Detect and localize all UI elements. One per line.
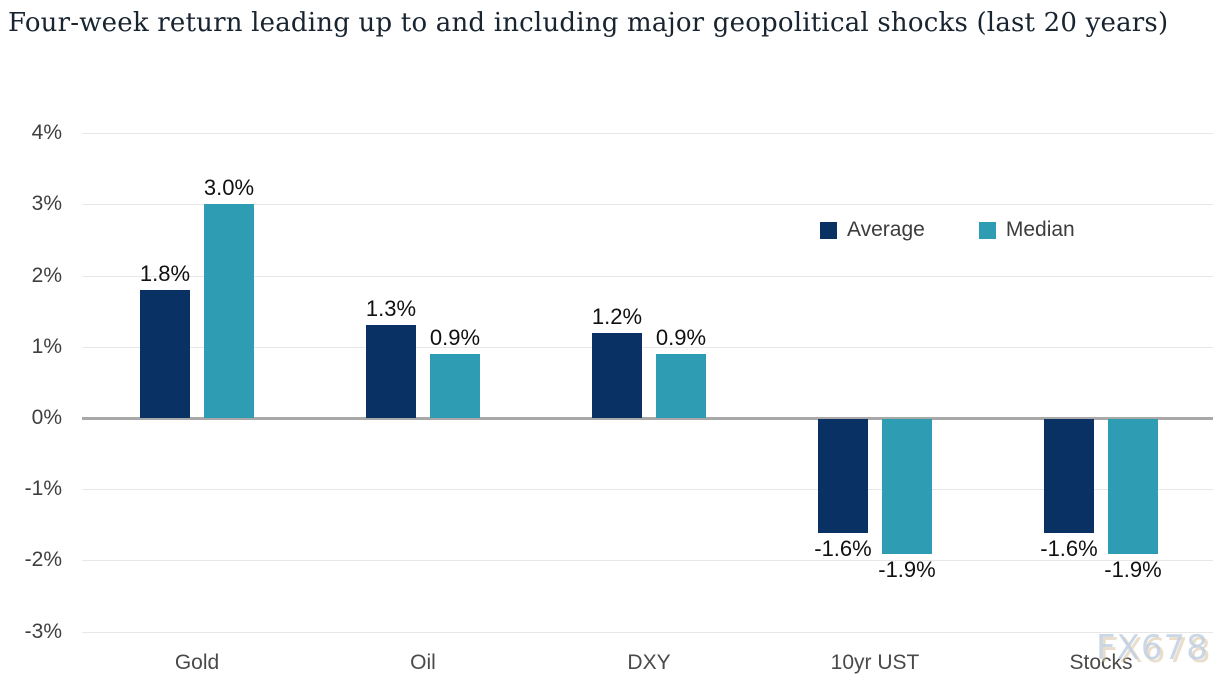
- y-axis-tick-label: 2%: [31, 263, 62, 287]
- y-axis-tick-label: -1%: [24, 477, 62, 501]
- bar-average-stocks: [1044, 419, 1094, 533]
- gridline: [82, 489, 1213, 491]
- chart-title: Four-week return leading up to and inclu…: [8, 8, 1169, 38]
- gridline: [82, 346, 1213, 348]
- legend-swatch-average: [820, 221, 837, 239]
- bar-average-gold: [140, 289, 190, 418]
- data-label-median-stocks: -1.9%: [1104, 557, 1162, 583]
- x-axis-label-oil: Oil: [410, 651, 436, 674]
- zero-axis-line: [82, 417, 1213, 420]
- bar-average-oil: [366, 325, 416, 418]
- legend: Average Median: [820, 214, 1075, 246]
- data-label-average-stocks: -1.6%: [1040, 535, 1098, 561]
- y-axis-tick-label: 0%: [31, 406, 62, 429]
- x-axis-label-dxy: DXY: [627, 651, 671, 674]
- data-label-average-10yr-ust: -1.6%: [814, 535, 872, 561]
- data-label-median-10yr-ust: -1.9%: [878, 557, 936, 583]
- bar-median-gold: [204, 204, 254, 418]
- y-axis-tick-label: 3%: [31, 192, 62, 216]
- bar-median-10yr-ust: [882, 419, 932, 555]
- x-axis-label-gold: Gold: [174, 651, 220, 674]
- legend-label-median: Median: [1005, 218, 1075, 241]
- x-axis-label-10yr-ust: 10yr UST: [830, 651, 920, 674]
- y-axis-tick-label: 1%: [31, 334, 62, 358]
- legend-item-median: Median: [978, 218, 1075, 242]
- y-axis-tick-label: -2%: [24, 548, 62, 572]
- bar-average-dxy: [592, 332, 642, 418]
- legend-item-average: Average: [820, 218, 925, 242]
- data-label-average-gold: 1.8%: [139, 260, 191, 286]
- data-label-median-gold: 3.0%: [203, 175, 255, 201]
- legend-label-average: Average: [847, 218, 925, 241]
- y-axis-tick-label: -3%: [24, 619, 62, 643]
- y-axis-tick-label: 4%: [31, 121, 62, 145]
- legend-swatch-median: [978, 221, 996, 239]
- data-label-median-oil: 0.9%: [429, 324, 481, 350]
- x-axis-label-stocks: Stocks: [1069, 651, 1133, 674]
- gridline: [82, 631, 1213, 633]
- bar-median-stocks: [1108, 419, 1158, 555]
- bar-median-oil: [430, 353, 480, 418]
- bar-median-dxy: [656, 353, 706, 418]
- data-label-average-dxy: 1.2%: [591, 303, 643, 329]
- gridline: [82, 133, 1213, 135]
- data-label-average-oil: 1.3%: [365, 296, 417, 322]
- gridline: [82, 275, 1213, 277]
- data-label-median-dxy: 0.9%: [655, 324, 707, 350]
- gridline: [82, 204, 1213, 206]
- gridline: [82, 560, 1213, 562]
- bar-average-10yr-ust: [818, 419, 868, 533]
